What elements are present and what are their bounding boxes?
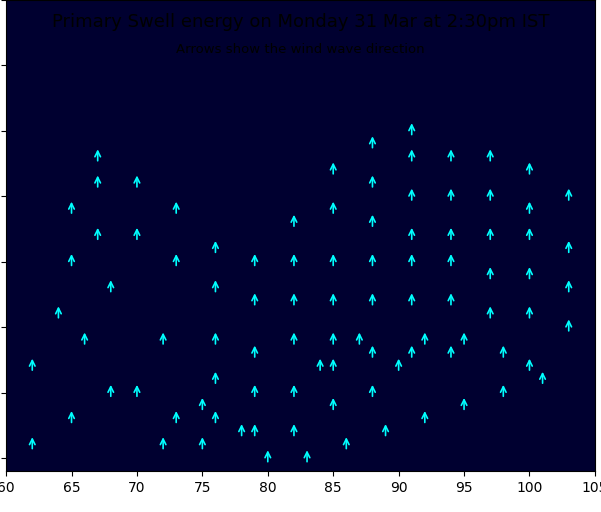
Text: Arrows show the wind wave direction: Arrows show the wind wave direction (176, 42, 425, 56)
Text: Primary Swell energy on Monday 31 Mar at 2:30pm IST: Primary Swell energy on Monday 31 Mar at… (52, 12, 549, 31)
